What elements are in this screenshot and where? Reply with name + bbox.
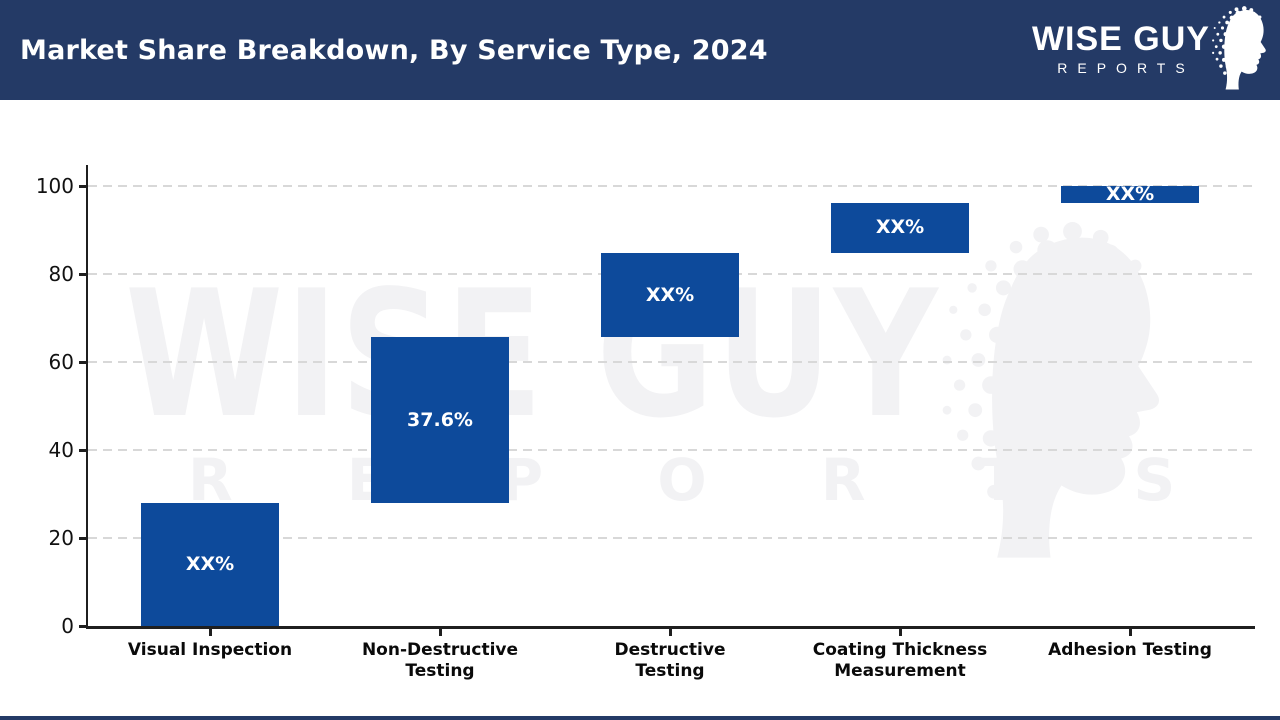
- y-axis-tick-label: 100: [35, 174, 74, 198]
- header: Market Share Breakdown, By Service Type,…: [0, 0, 1280, 100]
- y-axis-tick-label: 60: [48, 350, 74, 374]
- bar-value-label: 37.6%: [407, 408, 473, 431]
- x-axis-category-label: Adhesion Testing: [1048, 640, 1212, 660]
- y-axis-tick: [79, 449, 88, 452]
- y-axis-tick-label: 40: [48, 438, 74, 462]
- logo-reports-label: REPORTS: [1057, 60, 1195, 76]
- x-axis-tick: [1128, 628, 1132, 636]
- waterfall-bar: XX%: [141, 502, 279, 626]
- gridline: [88, 361, 1253, 363]
- x-axis-tick: [898, 628, 902, 636]
- wiseguy-logo: WISE GUY REPORTS: [1032, 6, 1270, 92]
- bar-value-label: XX%: [645, 283, 695, 306]
- gridline: [88, 537, 1253, 539]
- x-axis-category-label: Coating Thickness Measurement: [812, 640, 988, 682]
- logo-wiseguy-label: WISE GUY: [1031, 20, 1210, 58]
- x-axis-tick: [438, 628, 442, 636]
- y-axis-tick-label: 0: [61, 614, 74, 638]
- y-axis-tick: [79, 537, 88, 540]
- x-axis-category-label: Visual Inspection: [127, 640, 293, 660]
- bar-value-label: XX%: [875, 216, 925, 239]
- waterfall-bar: XX%: [601, 252, 739, 338]
- x-axis-category-label: Non-Destructive Testing: [361, 640, 519, 682]
- x-axis-tick: [668, 628, 672, 636]
- logo-text: WISE GUY REPORTS: [1032, 22, 1210, 76]
- waterfall-bar: 37.6%: [371, 337, 509, 503]
- page-title: Market Share Breakdown, By Service Type,…: [20, 34, 768, 66]
- y-axis-tick: [79, 361, 88, 364]
- x-axis-line: [86, 626, 1255, 629]
- x-axis-tick: [208, 628, 212, 636]
- footer-strip: [0, 716, 1280, 720]
- y-axis-tick-label: 20: [48, 526, 74, 550]
- waterfall-bar: XX%: [1061, 182, 1199, 205]
- waterfall-bar: XX%: [831, 202, 969, 253]
- y-axis-line: [86, 165, 88, 628]
- y-axis-tick: [79, 273, 88, 276]
- y-axis-tick: [79, 625, 88, 628]
- bar-value-label: XX%: [185, 552, 235, 575]
- y-axis-tick: [79, 185, 88, 188]
- x-axis-category-label: Destructive Testing: [614, 640, 726, 682]
- gridline: [88, 449, 1253, 451]
- bar-value-label: XX%: [1105, 182, 1155, 205]
- y-axis-tick-label: 80: [48, 262, 74, 286]
- gridline: [88, 185, 1253, 187]
